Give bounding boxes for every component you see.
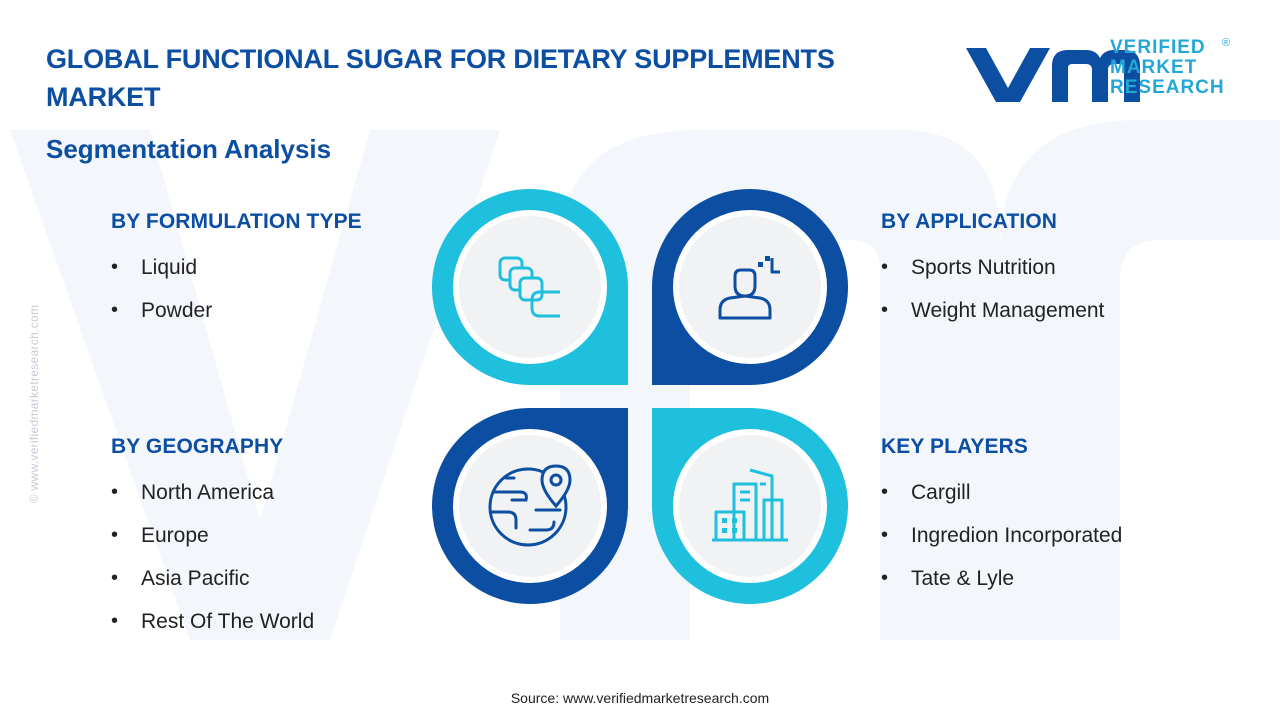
list-item: Powder bbox=[111, 289, 362, 332]
page-subtitle: Segmentation Analysis bbox=[46, 134, 332, 164]
circle-bottom-left bbox=[453, 429, 607, 583]
segment-geography-title: BY GEOGRAPHY bbox=[111, 435, 284, 458]
segment-geography: BY GEOGRAPHY North America Europe Asia P… bbox=[111, 435, 314, 643]
buildings-icon bbox=[712, 468, 788, 542]
list-item: North America bbox=[111, 471, 314, 514]
person-icon bbox=[718, 256, 780, 320]
segment-players-title: KEY PLAYERS bbox=[881, 435, 1028, 458]
globe-pin-icon bbox=[488, 464, 572, 547]
list-item: Tate & Lyle bbox=[881, 557, 1122, 600]
circle-bottom-right bbox=[673, 429, 827, 583]
registered-mark: ® bbox=[1222, 37, 1231, 49]
logo-line-3: RESEARCH bbox=[1110, 77, 1225, 98]
segment-application: BY APPLICATION Sports Nutrition Weight M… bbox=[881, 210, 1104, 332]
list-item: Europe bbox=[111, 514, 314, 557]
stacked-squares-icon bbox=[498, 256, 560, 318]
side-watermark-url: © www.verifiedmarketresearch.com bbox=[27, 304, 41, 504]
logo-line-1: VERIFIED bbox=[1110, 37, 1206, 58]
list-item: Asia Pacific bbox=[111, 557, 314, 600]
segment-players: KEY PLAYERS Cargill Ingredion Incorporat… bbox=[881, 435, 1122, 600]
source-note: Source: www.verifiedmarketresearch.com bbox=[510, 690, 770, 706]
logo-wordmark: VERIFIED MARKET RESEARCH bbox=[1110, 38, 1225, 98]
logo-line-2: MARKET bbox=[1110, 57, 1198, 78]
segment-formulation: BY FORMULATION TYPE Liquid Powder bbox=[111, 210, 362, 332]
list-item: Liquid bbox=[111, 246, 362, 289]
list-item: Sports Nutrition bbox=[881, 246, 1104, 289]
page-title: GLOBAL FUNCTIONAL SUGAR FOR DIETARY SUPP… bbox=[46, 44, 835, 112]
list-item: Cargill bbox=[881, 471, 1122, 514]
vmr-logo-icon bbox=[966, 48, 1140, 102]
list-item: Weight Management bbox=[881, 289, 1104, 332]
segment-formulation-title: BY FORMULATION TYPE bbox=[111, 210, 362, 233]
list-item: Rest Of The World bbox=[111, 600, 314, 643]
list-item: Ingredion Incorporated bbox=[881, 514, 1122, 557]
segmentation-diagram bbox=[432, 189, 848, 604]
segment-application-title: BY APPLICATION bbox=[881, 210, 1058, 233]
circle-top-right bbox=[673, 210, 827, 364]
